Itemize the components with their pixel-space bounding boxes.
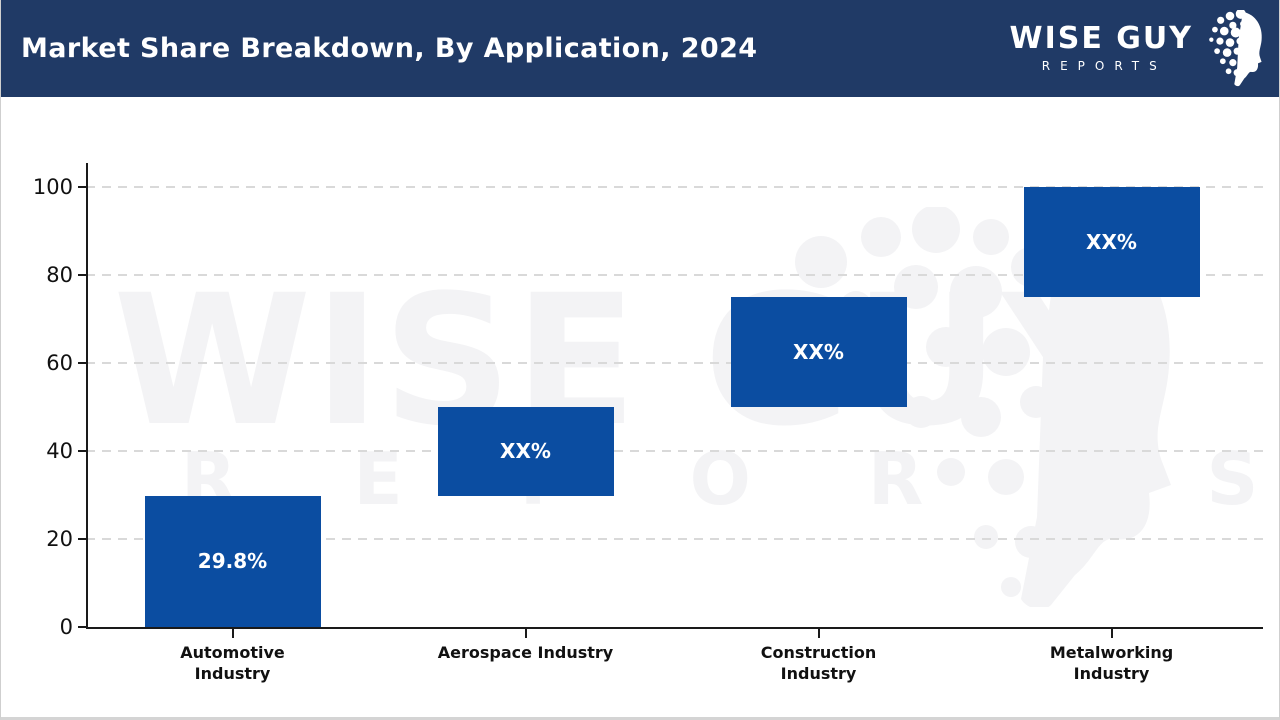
bar-value-label: 29.8% xyxy=(197,549,268,574)
y-tick-mark xyxy=(78,362,86,364)
x-tick-label: Metalworking Industry xyxy=(997,642,1227,684)
bar-automotive-industry: 29.8% xyxy=(144,495,321,627)
gridline-60 xyxy=(86,362,1263,364)
y-tick-mark xyxy=(78,274,86,276)
header: Market Share Breakdown, By Application, … xyxy=(1,0,1279,97)
x-tick-label-line: Aerospace Industry xyxy=(437,643,614,662)
y-tick-mark xyxy=(78,538,86,540)
brand-logo: WISE GUY REPORTS xyxy=(1009,9,1263,88)
x-tick-mark xyxy=(817,629,820,638)
x-tick-mark xyxy=(231,629,234,638)
watermark-head-graphic xyxy=(795,207,1171,607)
x-tick-label-line: Automotive xyxy=(180,643,285,662)
logo-text: WISE GUY REPORTS xyxy=(1009,21,1193,74)
y-tick-label: 80 xyxy=(46,263,73,287)
bar-construction-industry: XX% xyxy=(730,297,907,407)
gridline-40 xyxy=(86,450,1263,452)
y-tick-mark xyxy=(78,186,86,188)
y-tick-label: 0 xyxy=(59,615,73,639)
y-tick-label: 100 xyxy=(32,175,73,199)
y-tick-mark xyxy=(78,450,86,452)
y-tick-label: 20 xyxy=(46,527,73,551)
gridline-100 xyxy=(86,186,1263,188)
bar-value-label: XX% xyxy=(1086,230,1137,254)
x-tick-label-line: Construction xyxy=(760,643,877,662)
waterfall-chart: WISE GUY R E P O R T S 0 20 40 60 80 100 29.8%… xyxy=(1,97,1279,717)
x-axis-line xyxy=(86,627,1263,629)
bar-value-label: XX% xyxy=(500,439,551,464)
x-tick-label-line: Industry xyxy=(780,664,857,683)
y-tick-label: 60 xyxy=(46,351,73,375)
x-tick-label: Automotive Industry xyxy=(118,642,348,684)
bar-value-label: XX% xyxy=(793,340,844,364)
logo-head-icon xyxy=(1209,9,1262,86)
x-tick-label-line: Industry xyxy=(194,664,271,683)
gridline-80 xyxy=(86,274,1263,276)
y-tick-mark xyxy=(78,626,86,628)
logo-wordmark: WISE GUY xyxy=(1009,21,1193,56)
chart-title: Market Share Breakdown, By Application, … xyxy=(21,33,758,64)
x-tick-mark xyxy=(1110,629,1113,638)
x-tick-label: Construction Industry xyxy=(704,642,934,684)
bar-metalworking-industry: XX% xyxy=(1023,187,1200,297)
logo-subtitle: REPORTS xyxy=(1041,59,1167,73)
y-axis-line xyxy=(86,163,88,629)
x-tick-mark xyxy=(524,629,527,638)
bar-aerospace-industry: XX% xyxy=(437,407,614,496)
gridline-20 xyxy=(86,538,1263,540)
x-tick-label-line: Metalworking xyxy=(1049,643,1174,662)
x-tick-label-line: Industry xyxy=(1073,664,1150,683)
x-tick-label: Aerospace Industry xyxy=(411,642,641,663)
y-tick-label: 40 xyxy=(46,439,73,463)
